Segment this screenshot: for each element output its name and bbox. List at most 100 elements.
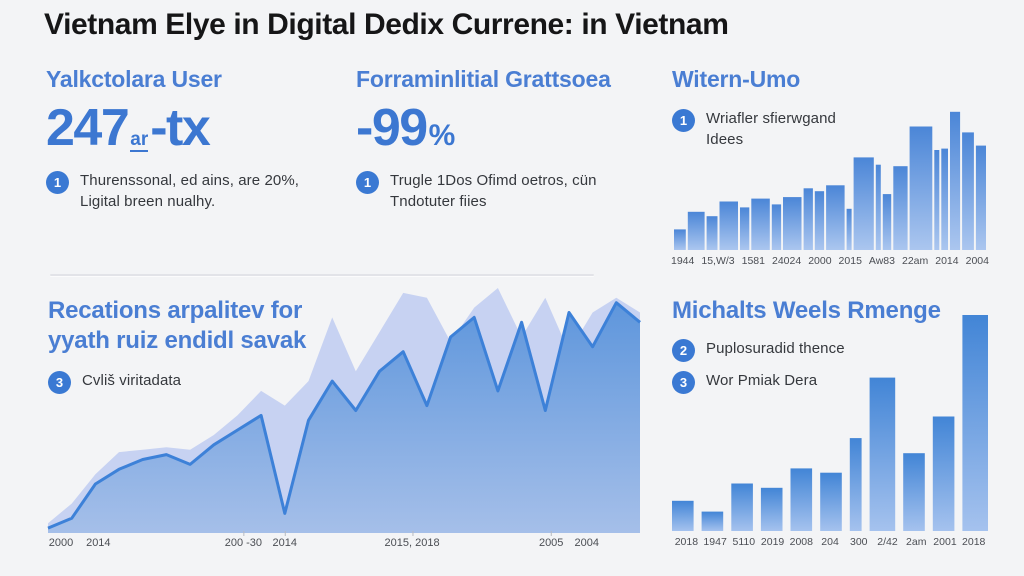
bar	[875, 164, 881, 250]
stat-heading: Yalkctolara User	[46, 66, 222, 92]
bullet-text: Trugle 1Dos Ofimd oetros, cün Tndotuter …	[390, 171, 597, 210]
axis-tick-label: 2014	[86, 537, 111, 549]
bar	[687, 211, 705, 250]
bar-chart-michalts	[672, 315, 988, 531]
axis-tick-label: 1947	[703, 536, 727, 548]
axis-tick-label: 2000	[48, 537, 74, 549]
axis-tick-label: 2015	[838, 255, 862, 267]
bar	[975, 145, 986, 250]
section-divider	[50, 274, 594, 276]
bar	[751, 198, 770, 250]
axis-tick-label: 2am	[906, 536, 927, 548]
axis-tick-label: 2008	[789, 536, 813, 548]
bullet-item: 3 Wor Pmiak Dera	[672, 370, 817, 394]
bullet-number-badge: 1	[46, 170, 69, 194]
axis-tick-label: 2005	[538, 531, 564, 549]
axis-tick-label: 2004	[574, 537, 599, 549]
bar	[882, 194, 892, 250]
axis-tick-label: 2001	[933, 536, 957, 548]
bar	[740, 207, 750, 250]
bullet-text: Wor Pmiak Dera	[706, 372, 818, 389]
bullet-item: 1 Wriafler sfierwgand Idees	[672, 108, 862, 150]
axis-tick-label: 22am	[901, 255, 929, 267]
bullet-text: Wriafler sfierwgand Idees	[706, 109, 837, 148]
stat-heading: Forraminlitial Grattsoea	[356, 66, 611, 92]
bar	[849, 438, 862, 531]
area-series-foreground-band	[48, 302, 640, 533]
bar	[719, 201, 738, 250]
bar	[783, 197, 802, 250]
bar	[950, 111, 961, 250]
bullet-item: 1 Trugle 1Dos Ofimd oetros, cün Tndotute…	[356, 170, 652, 212]
bullet-text: Cvliš viritadata	[82, 372, 182, 389]
stat-value-main: -99	[356, 98, 428, 157]
section-witern-umo: Witern-Umo 1 Wriafler sfierwgand Idees	[672, 66, 992, 150]
bar	[701, 511, 724, 531]
axis-tick-label: 2015, 2018	[384, 531, 440, 549]
bar	[893, 166, 908, 250]
stat-card-users: Yalkctolara User 247 ar -tx 1 Thurensson…	[46, 66, 342, 212]
section-heading: Michalts Weels Rmenge	[672, 297, 941, 324]
bar	[962, 132, 974, 250]
axis-tick-label: 2014	[272, 531, 298, 549]
bar	[941, 148, 948, 250]
section-heading-line1: Recations arpalitev for	[48, 297, 303, 324]
bullet-number-badge: 2	[672, 339, 695, 362]
bar	[826, 185, 845, 250]
stat-value-sub: %	[428, 118, 456, 152]
bullet-item: 1 Thurenssonal, ed ains, are 20%, Ligita…	[46, 170, 342, 212]
bar	[814, 191, 825, 250]
section-heading: Witern-Umo	[672, 66, 801, 92]
x-axis-labels-top-right: 1944 15,W/3 1581 24024 2000 2015 Aw83 22am 2014 2…	[671, 255, 989, 267]
section-heading-line2: yyath ruiz endidl savak	[48, 327, 307, 354]
bullet-number-badge: 1	[672, 108, 695, 132]
bar	[932, 416, 955, 531]
stat-value: -99 %	[356, 102, 652, 154]
bar	[674, 229, 686, 250]
bullet-text: Thurenssonal, ed ains, are 20%, Ligital …	[80, 171, 300, 210]
bar	[672, 500, 694, 531]
bar	[869, 377, 896, 531]
axis-tick-label: 24024	[771, 255, 802, 267]
axis-tick-label: 2/42	[877, 536, 898, 548]
stat-value-sub: ar	[130, 128, 149, 152]
bar	[820, 472, 842, 531]
axis-tick-label: 200 -30	[224, 531, 263, 549]
axis-tick-label: 2000	[808, 255, 832, 267]
bar	[909, 126, 933, 250]
x-axis-labels-area: 2000 2014 200 -30 2014 2015, 2018 2005 2004	[48, 531, 640, 553]
x-axis-labels-bottom-right: 2018 1947 5110 2019 2008 204 300 2/42 2am 2001 201…	[672, 536, 988, 548]
bullet-text: Puplosuradid thence	[706, 340, 845, 357]
stat-value: 247 ar -tx	[46, 102, 342, 154]
stat-value-tail: -tx	[150, 98, 211, 157]
area-series-line	[47, 301, 641, 530]
bullet-number-badge: 3	[672, 371, 695, 394]
bar	[706, 216, 718, 250]
bar	[962, 315, 988, 531]
section-heading: Recations arpalitev for yyath ruiz endidl…	[48, 296, 378, 356]
area-chart-recations	[47, 288, 641, 533]
axis-tick-label: 2004	[965, 255, 989, 267]
section-michalts: Michalts Weels Rmenge	[672, 296, 1002, 326]
bullet-number-badge: 1	[356, 170, 379, 194]
bar	[803, 188, 813, 250]
bar	[846, 208, 852, 250]
bar-chart-witern-umo	[674, 111, 986, 250]
axis-tick-label: 204	[821, 536, 839, 548]
bullet-item: 3 Cvliš viritadata	[48, 370, 181, 394]
axis-tick-label: 300	[850, 536, 868, 548]
axis-tick-label: 1944	[671, 255, 695, 267]
bar	[934, 150, 940, 250]
bullet-number-badge: 3	[48, 371, 71, 394]
axis-tick-label: 15,W/3	[701, 255, 735, 267]
bar	[771, 204, 782, 250]
bar	[790, 468, 813, 531]
bar	[731, 483, 753, 531]
axis-tick-label: 2018	[674, 536, 699, 548]
axis-tick-label: 2014	[935, 255, 959, 267]
section-recations: Recations arpalitev for yyath ruiz endidl…	[48, 296, 378, 356]
bar	[853, 157, 874, 250]
bullet-item: 2 Puplosuradid thence	[672, 338, 845, 362]
bar	[760, 487, 783, 531]
